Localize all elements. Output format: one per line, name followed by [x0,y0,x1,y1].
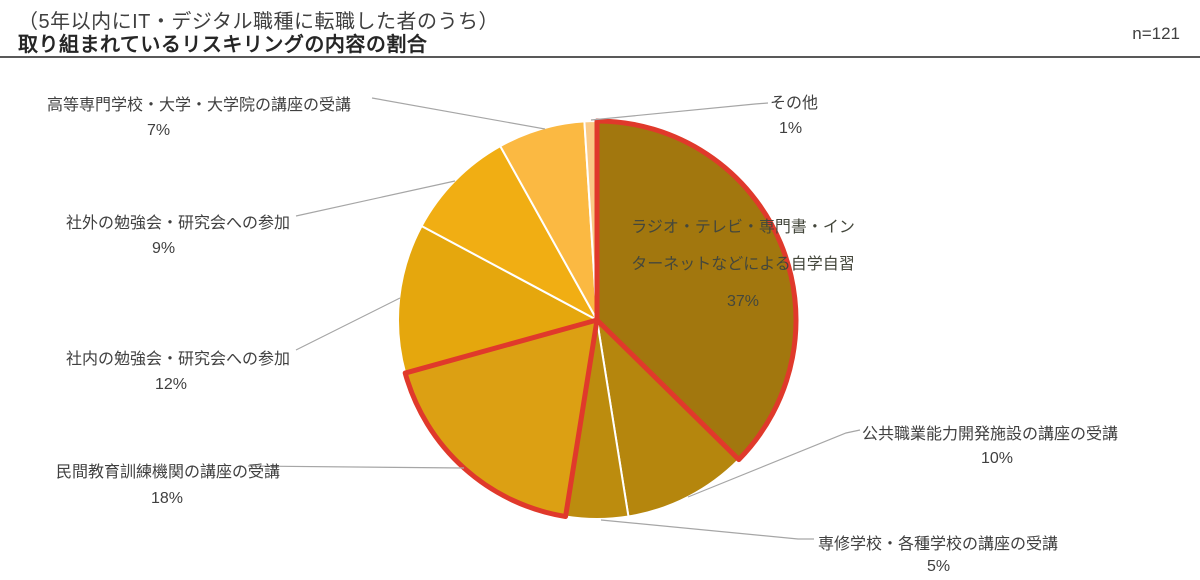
data-label-internal-study-pct: 12% [155,376,188,393]
data-label-internal-study: 社内の勉強会・研究会への参加 [66,351,291,368]
pie-slice-3-highlight-outline [402,317,600,519]
data-label-self-study-line2: ターネットなどによる自学自習 [631,256,855,273]
data-label-other-pct: 1% [779,120,803,137]
data-label-self-study: ラジオ・テレビ・専門書・イン ターネットなどによる自学自習 37% [612,209,874,320]
data-label-self-study-line1: ラジオ・テレビ・専門書・イン [631,219,855,236]
data-label-external-study: 社外の勉強会・研究会への参加 [66,215,291,232]
leader-line-public-facility [687,429,861,498]
data-label-public-facility-pct: 10% [981,450,1014,467]
data-label-other: その他 [770,95,819,112]
data-label-private-training-pct: 18% [151,490,184,507]
leader-line-internal-study [295,297,401,351]
leader-line-private-training [247,465,465,469]
data-label-self-study-pct: 37% [726,293,760,310]
chart-title: 取り組まれているリスキリングの内容の割合 [18,34,428,56]
data-label-private-training: 民間教育訓練機関の講座の受講 [56,464,281,481]
leader-line-college [371,97,546,130]
leader-line-external-study [295,180,456,217]
chart-subtitle: （5年以内にIT・デジタル職種に転職した者のうち） [18,11,499,33]
data-label-external-study-pct: 9% [152,240,176,257]
pie-slice-0-highlight-outline [594,118,799,463]
leader-line-other [590,102,769,121]
pie-slice-5[interactable] [420,145,598,321]
data-label-vocational: 専修学校・各種学校の講座の受講 [818,536,1059,553]
data-label-college: 高等専門学校・大学・大学院の講座の受講 [47,97,352,114]
title-divider [0,56,1200,58]
leader-line-vocational [600,519,814,540]
pie-slices [397,118,799,520]
data-label-college-pct: 7% [147,122,171,139]
data-label-vocational-pct: 5% [927,558,951,575]
data-label-public-facility: 公共職業能力開発施設の講座の受講 [862,426,1119,443]
sample-size: n=121 [1132,24,1180,43]
